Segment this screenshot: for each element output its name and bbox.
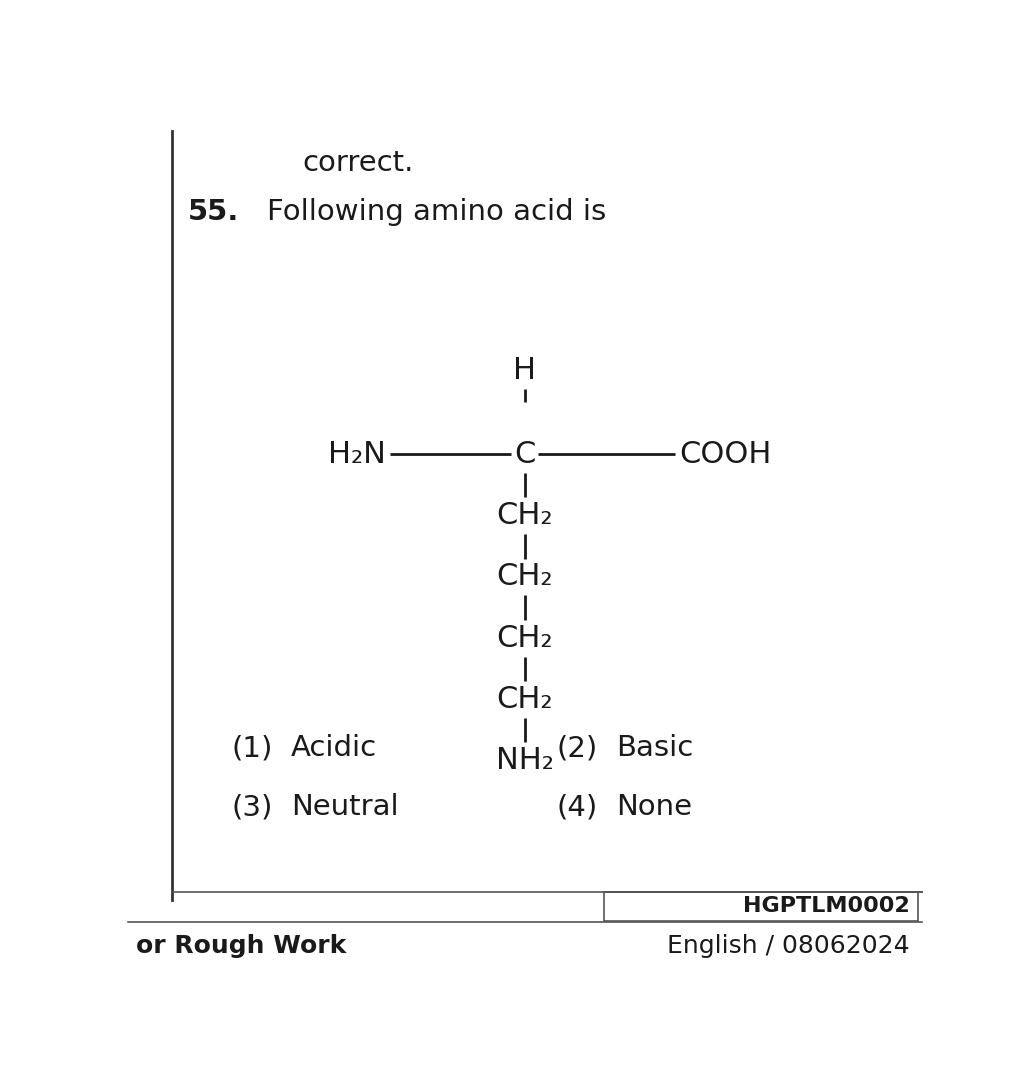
Text: H: H bbox=[513, 356, 537, 385]
Text: Acidic: Acidic bbox=[291, 734, 377, 763]
Text: HGPTLM0002: HGPTLM0002 bbox=[743, 897, 909, 916]
Text: Basic: Basic bbox=[616, 734, 693, 763]
Text: (2): (2) bbox=[557, 734, 598, 763]
Text: C: C bbox=[514, 440, 536, 469]
Text: COOH: COOH bbox=[680, 440, 772, 469]
Text: (1): (1) bbox=[231, 734, 272, 763]
Text: CH₂: CH₂ bbox=[497, 624, 553, 652]
Text: correct.: correct. bbox=[303, 149, 414, 178]
Text: CH₂: CH₂ bbox=[497, 501, 553, 530]
Text: English / 08062024: English / 08062024 bbox=[667, 934, 909, 958]
Text: NH₂: NH₂ bbox=[496, 746, 554, 776]
Text: CH₂: CH₂ bbox=[497, 685, 553, 715]
Text: None: None bbox=[616, 793, 692, 822]
Text: CH₂: CH₂ bbox=[497, 563, 553, 591]
FancyBboxPatch shape bbox=[604, 892, 918, 921]
Text: Neutral: Neutral bbox=[291, 793, 398, 822]
Text: H₂N: H₂N bbox=[328, 440, 386, 469]
Text: Following amino acid is: Following amino acid is bbox=[267, 199, 606, 226]
Text: (4): (4) bbox=[557, 793, 598, 822]
Text: or Rough Work: or Rough Work bbox=[136, 934, 346, 958]
Text: (3): (3) bbox=[231, 793, 272, 822]
Text: 55.: 55. bbox=[187, 199, 239, 226]
